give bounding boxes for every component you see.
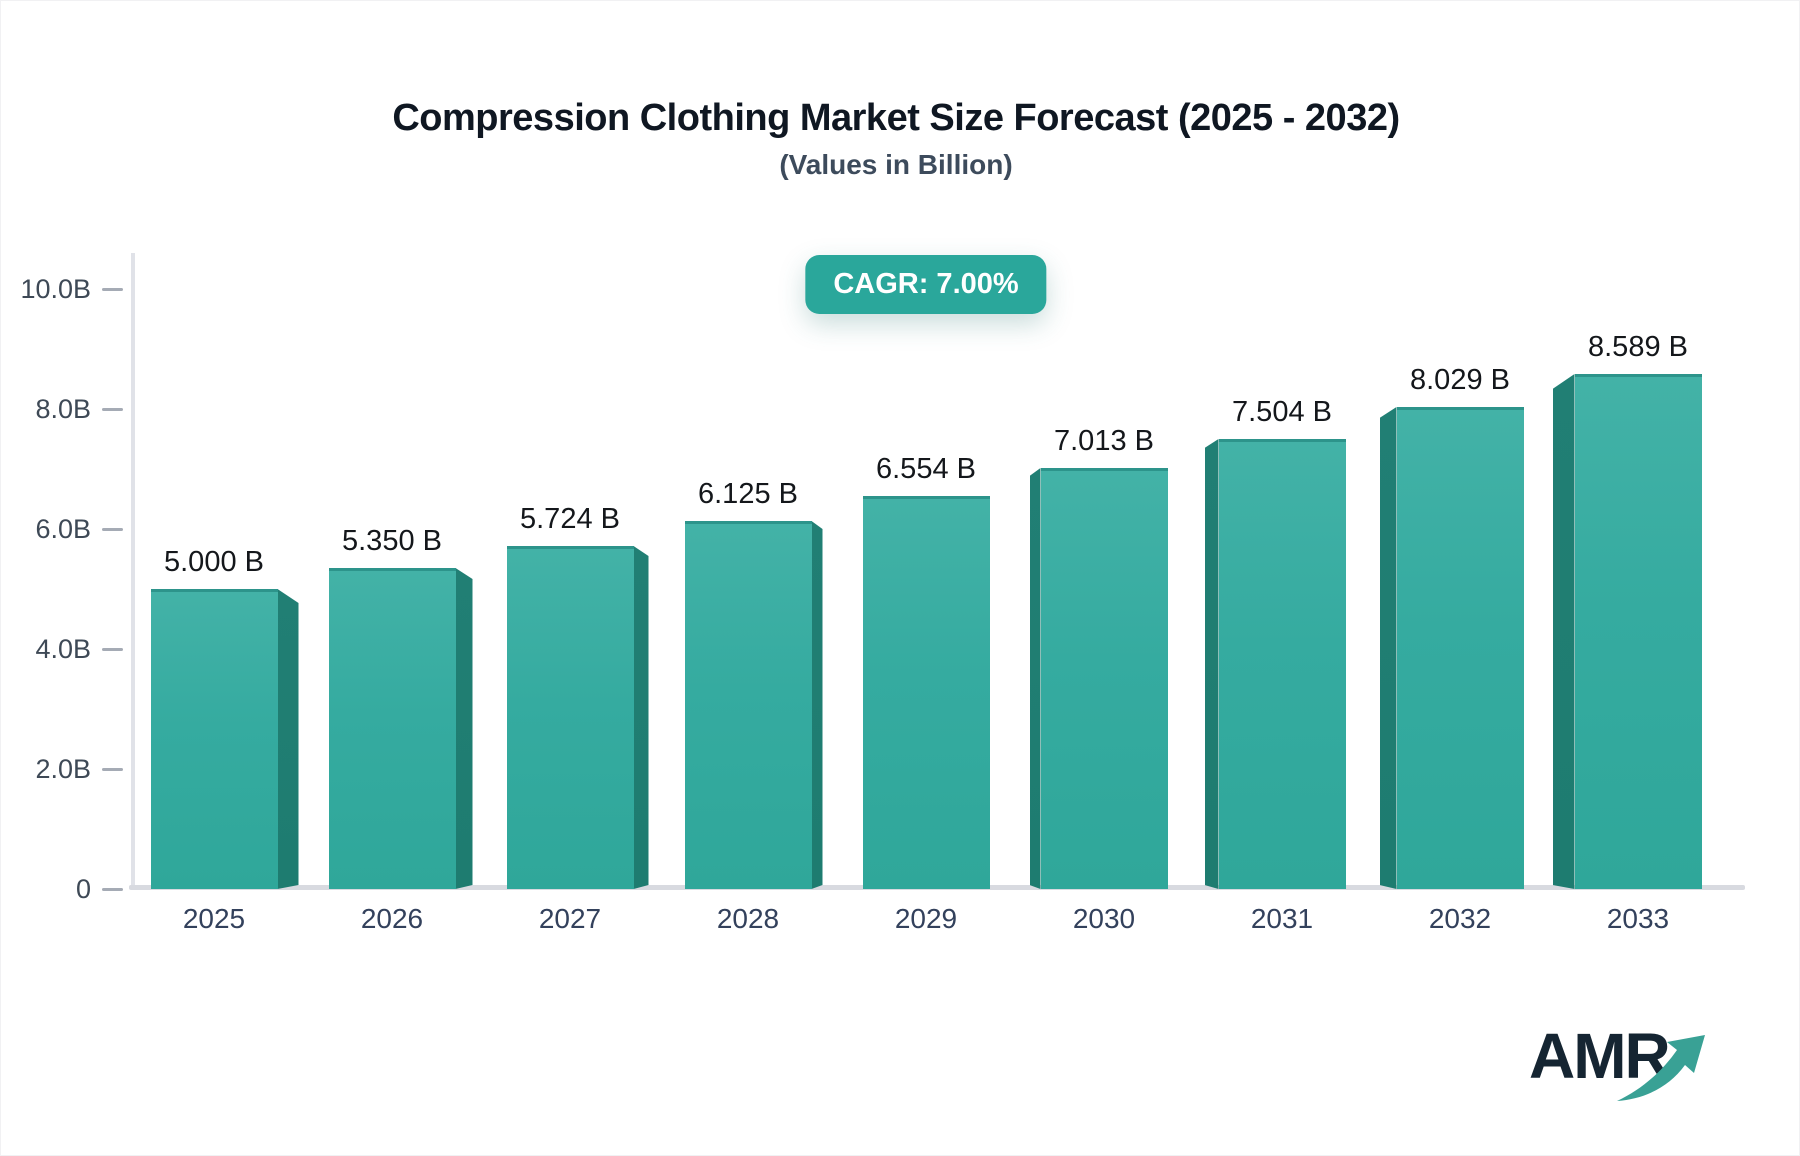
x-axis-category-label: 2028 — [716, 903, 780, 934]
bar-side-face — [278, 589, 299, 889]
bar-side-face — [634, 546, 649, 889]
x-axis-category-label: 2030 — [1072, 903, 1136, 934]
bar-side-face — [1380, 407, 1397, 889]
growth-arrow-icon — [1617, 1035, 1705, 1101]
bar-2028 — [684, 521, 812, 889]
y-axis-tick-label: 6.0B — [35, 514, 91, 544]
bar-2029 — [862, 496, 990, 889]
bar-value-label: 5.724 B — [520, 503, 620, 535]
bar-value-label: 6.125 B — [698, 478, 798, 510]
bar-value-label: 6.554 B — [876, 453, 976, 485]
x-axis-category-label: 2026 — [360, 903, 424, 934]
cagr-badge: CAGR: 7.00% — [805, 255, 1047, 314]
x-axis-category-label: 2033 — [1606, 903, 1670, 934]
x-axis-category-label: 2031 — [1250, 903, 1314, 934]
logo-text: AMR — [1529, 1020, 1671, 1092]
y-axis-line — [131, 253, 135, 889]
bar-value-label: 5.000 B — [164, 546, 264, 578]
bar-2030 — [1040, 468, 1168, 889]
bar-value-label: 8.589 B — [1588, 331, 1688, 363]
bar-2025 — [150, 589, 278, 889]
bar-side-face — [812, 521, 823, 889]
x-axis-category-label: 2027 — [538, 903, 602, 934]
bar-value-label: 8.029 B — [1410, 364, 1510, 396]
x-axis-category-label: 2032 — [1428, 903, 1492, 934]
y-axis-tick-mark — [102, 288, 123, 291]
bar-value-label: 5.350 B — [342, 525, 442, 557]
bar-side-face — [456, 568, 473, 889]
y-axis-tick-mark — [102, 888, 123, 891]
bar-value-label: 7.504 B — [1232, 396, 1332, 428]
y-axis-tick-mark — [102, 648, 123, 651]
chart-title: Compression Clothing Market Size Forecas… — [392, 97, 1400, 139]
y-axis-tick-label: 2.0B — [35, 754, 91, 784]
chart-subtitle: (Values in Billion) — [779, 149, 1013, 180]
bar-2031 — [1218, 439, 1346, 889]
bar-side-face — [1205, 439, 1219, 889]
x-axis-category-label: 2025 — [182, 903, 246, 934]
amr-logo: AMR — [1529, 1023, 1719, 1113]
bar-value-label: 7.013 B — [1054, 425, 1154, 457]
y-axis-tick-label: 4.0B — [35, 634, 91, 664]
y-axis-tick-mark — [102, 768, 123, 771]
bar-2026 — [328, 568, 456, 889]
y-axis-tick-mark — [102, 408, 123, 411]
y-axis-tick-label: 10.0B — [20, 274, 91, 304]
bar-side-face — [1030, 468, 1041, 889]
y-axis-tick-label: 0 — [75, 874, 91, 904]
bar-2033 — [1574, 374, 1702, 889]
x-axis-category-label: 2029 — [894, 903, 958, 934]
bar-2027 — [506, 546, 634, 889]
bar-2032 — [1396, 407, 1524, 889]
bar-side-face — [1553, 374, 1575, 889]
y-axis-tick-mark — [102, 528, 123, 531]
y-axis-tick-label: 8.0B — [35, 394, 91, 424]
